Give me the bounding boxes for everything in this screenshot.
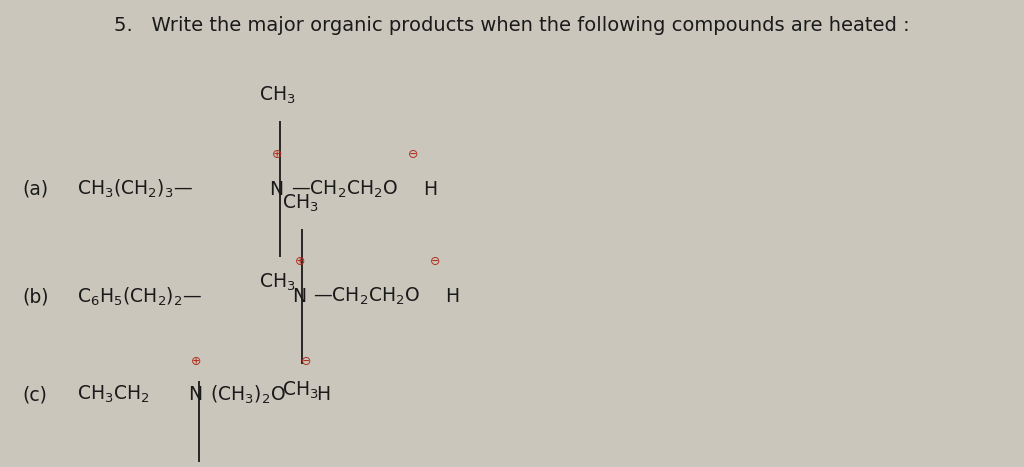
Text: H: H: [445, 287, 460, 306]
Text: CH$_3$(CH$_2$)$_3$—: CH$_3$(CH$_2$)$_3$—: [77, 178, 193, 200]
Text: CH$_3$: CH$_3$: [259, 272, 296, 293]
Text: ⊕: ⊕: [272, 148, 283, 161]
Text: ⊕: ⊕: [191, 355, 202, 368]
Text: (CH$_3$)$_2$O: (CH$_3$)$_2$O: [210, 383, 286, 406]
Text: ⊖: ⊖: [301, 355, 311, 368]
Text: CH$_3$: CH$_3$: [282, 192, 318, 214]
Text: N: N: [269, 180, 284, 198]
Text: C$_6$H$_5$(CH$_2$)$_2$—: C$_6$H$_5$(CH$_2$)$_2$—: [77, 285, 202, 308]
Text: CH$_3$: CH$_3$: [259, 85, 296, 106]
Text: CH$_3$: CH$_3$: [282, 379, 318, 401]
Text: —CH$_2$CH$_2$O: —CH$_2$CH$_2$O: [291, 178, 397, 200]
Text: (c): (c): [23, 385, 47, 404]
Text: H: H: [316, 385, 331, 404]
Text: (b): (b): [23, 287, 49, 306]
Text: N: N: [292, 287, 306, 306]
Text: (a): (a): [23, 180, 49, 198]
Text: ⊖: ⊖: [408, 148, 418, 161]
Text: N: N: [188, 385, 203, 404]
Text: CH$_3$CH$_2$: CH$_3$CH$_2$: [77, 384, 150, 405]
Text: H: H: [423, 180, 437, 198]
Text: —CH$_2$CH$_2$O: —CH$_2$CH$_2$O: [313, 286, 420, 307]
Text: ⊖: ⊖: [430, 255, 440, 268]
Text: 5.   Write the major organic products when the following compounds are heated :: 5. Write the major organic products when…: [115, 16, 909, 35]
Text: ⊕: ⊕: [295, 255, 305, 268]
